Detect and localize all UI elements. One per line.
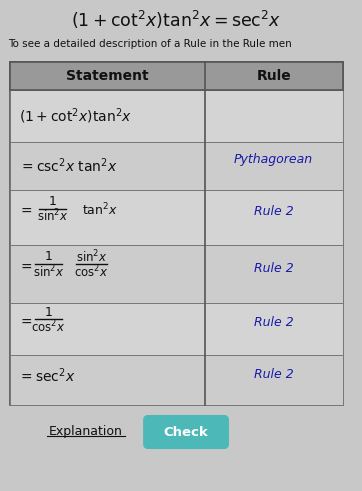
- Text: $1$: $1$: [44, 305, 53, 319]
- Text: $\cos^2\!x$: $\cos^2\!x$: [74, 264, 109, 280]
- FancyBboxPatch shape: [10, 62, 343, 90]
- Text: $\left(1 + \cot^2\!x\right)\tan^2\!x$: $\left(1 + \cot^2\!x\right)\tan^2\!x$: [20, 106, 132, 126]
- Text: $(1 + \cot^2\!x)\tan^2\!x = \sec^2\!x$: $(1 + \cot^2\!x)\tan^2\!x = \sec^2\!x$: [71, 9, 281, 31]
- FancyBboxPatch shape: [10, 303, 343, 355]
- FancyBboxPatch shape: [10, 355, 343, 405]
- FancyBboxPatch shape: [10, 142, 343, 190]
- Text: Rule: Rule: [256, 69, 291, 83]
- Text: Rule 2: Rule 2: [254, 367, 294, 381]
- Text: $\cos^2\!x$: $\cos^2\!x$: [31, 319, 66, 335]
- Text: $=$: $=$: [17, 202, 32, 217]
- Text: $\tan^2\!x$: $\tan^2\!x$: [82, 201, 118, 218]
- Text: $1$: $1$: [48, 195, 57, 208]
- Text: Statement: Statement: [66, 69, 148, 83]
- FancyBboxPatch shape: [10, 90, 343, 142]
- Text: $=$: $=$: [17, 314, 32, 328]
- Text: To see a detailed description of a Rule in the Rule men: To see a detailed description of a Rule …: [8, 39, 291, 49]
- Text: Rule 2: Rule 2: [254, 205, 294, 218]
- Text: Check: Check: [164, 426, 209, 438]
- Text: $=$: $=$: [17, 259, 32, 273]
- FancyBboxPatch shape: [10, 62, 343, 405]
- FancyBboxPatch shape: [10, 190, 343, 245]
- Text: Rule 2: Rule 2: [254, 262, 294, 274]
- FancyBboxPatch shape: [10, 245, 343, 303]
- Text: $1$: $1$: [44, 250, 53, 264]
- Text: $= \csc^2\!x\ \tan^2\!x$: $= \csc^2\!x\ \tan^2\!x$: [20, 157, 118, 175]
- Text: Explanation: Explanation: [49, 425, 123, 437]
- FancyBboxPatch shape: [144, 416, 228, 448]
- FancyBboxPatch shape: [0, 0, 353, 491]
- Text: Pythagorean: Pythagorean: [234, 154, 313, 166]
- Text: $= \sec^2\!x$: $= \sec^2\!x$: [17, 367, 75, 385]
- Text: $\sin^2\!x$: $\sin^2\!x$: [76, 249, 108, 265]
- Text: $\sin^2\!x$: $\sin^2\!x$: [37, 207, 68, 224]
- Text: $\sin^2\!x$: $\sin^2\!x$: [33, 264, 64, 280]
- Text: Rule 2: Rule 2: [254, 317, 294, 329]
